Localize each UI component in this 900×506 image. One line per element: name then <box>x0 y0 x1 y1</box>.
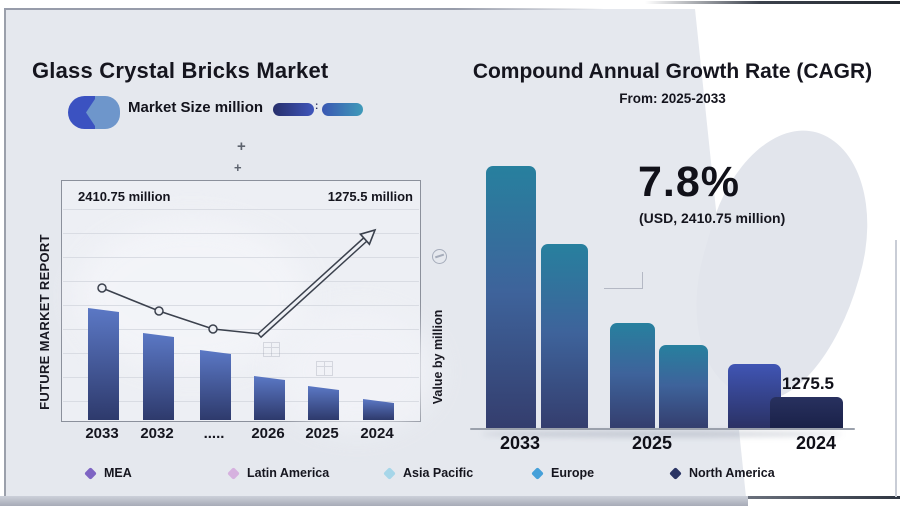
frame-border-right <box>895 240 897 497</box>
left-chart-title: Glass Crystal Bricks Market <box>32 58 329 83</box>
legend-item-label: MEA <box>104 466 132 480</box>
cylinder-icon-cap <box>95 96 120 129</box>
market-size-chart-panel: 2410.75 million 1275.5 million <box>61 180 437 431</box>
cagr-bar-2025-2 <box>659 345 708 429</box>
cagr-bar-2033-1 <box>486 166 536 429</box>
diamond-marker-icon <box>84 466 97 480</box>
table-watermark-icon-2 <box>316 361 333 376</box>
right-chart-subtitle: From: 2025-2033 <box>619 91 726 106</box>
x-label-dots: ..... <box>203 425 225 442</box>
legend-item-mea: MEA <box>84 465 132 481</box>
legend-item-europe: Europe <box>531 465 595 481</box>
cagr-bar-2033-2 <box>541 244 588 429</box>
diamond-marker-icon <box>383 466 396 480</box>
plus-decoration-2: + <box>234 160 242 175</box>
cagr-detail: (USD, 2410.75 million) <box>639 210 786 226</box>
frame-border-top-left <box>4 8 604 10</box>
minus-circle-icon <box>432 249 447 264</box>
x-label-2033: 2033 <box>85 425 119 442</box>
corner-bracket-decoration <box>604 272 643 289</box>
table-watermark-icon-1 <box>263 342 280 357</box>
market-size-bar-2024 <box>363 399 394 420</box>
diamond-marker-icon <box>669 466 682 480</box>
market-size-bar-2032 <box>143 333 174 420</box>
x-axis-line <box>470 428 855 430</box>
right-x-label-2025: 2025 <box>631 433 673 453</box>
frame-border-left <box>4 8 6 497</box>
axis-shadow <box>482 431 842 437</box>
annotation-2033-value: 2410.75 million <box>78 189 171 204</box>
market-size-bar-2033 <box>88 308 119 420</box>
gradient-pill-blue <box>273 103 314 116</box>
annotation-2024-value: 1275.5 million <box>327 189 413 204</box>
diamond-marker-icon <box>531 466 544 480</box>
cagr-value: 7.8% <box>638 158 741 206</box>
frame-border-top-right <box>645 1 900 4</box>
legend-item-label: Europe <box>551 466 595 480</box>
legend-item-label: Latin America <box>247 466 330 480</box>
market-size-bar-2025 <box>308 386 339 420</box>
y-axis-label-value-by-million: Value by million <box>431 309 445 405</box>
legend-item-latin-america: Latin America <box>227 465 330 481</box>
legend-item-label: Asia Pacific <box>403 466 474 480</box>
gradient-pill-teal <box>322 103 363 116</box>
legend-item-label: North America <box>689 466 775 480</box>
cylinder-icon-notch <box>86 96 97 129</box>
right-chart-title: Compound Annual Growth Rate (CAGR) <box>472 60 873 83</box>
x-label-2025: 2025 <box>305 425 339 442</box>
y-axis-label-future-market-report: FUTURE MARKET REPORT <box>37 234 52 410</box>
market-size-bar-..... <box>200 350 231 420</box>
x-label-2032: 2032 <box>140 425 174 442</box>
right-x-label-2024: 2024 <box>795 433 837 453</box>
cagr-bar-2024-2 <box>770 397 843 429</box>
market-size-bar-2026 <box>254 376 285 420</box>
frame-border-bottom <box>0 496 748 506</box>
pill-separator: : <box>315 101 319 112</box>
market-size-legend-label: Market Size million <box>128 99 264 116</box>
plus-decoration-1: + <box>237 138 246 155</box>
legend-item-north-america: North America <box>669 465 775 481</box>
diamond-marker-icon <box>227 466 240 480</box>
cagr-bar-2025-1 <box>610 323 655 429</box>
frame-border-bottom-right <box>748 496 900 499</box>
x-label-2024: 2024 <box>360 425 394 442</box>
legend-item-asia-pacific: Asia Pacific <box>383 465 474 481</box>
right-x-label-2033: 2033 <box>499 433 541 453</box>
bar-value-label-1275: 1275.5 <box>782 374 834 393</box>
x-label-2026: 2026 <box>251 425 285 442</box>
